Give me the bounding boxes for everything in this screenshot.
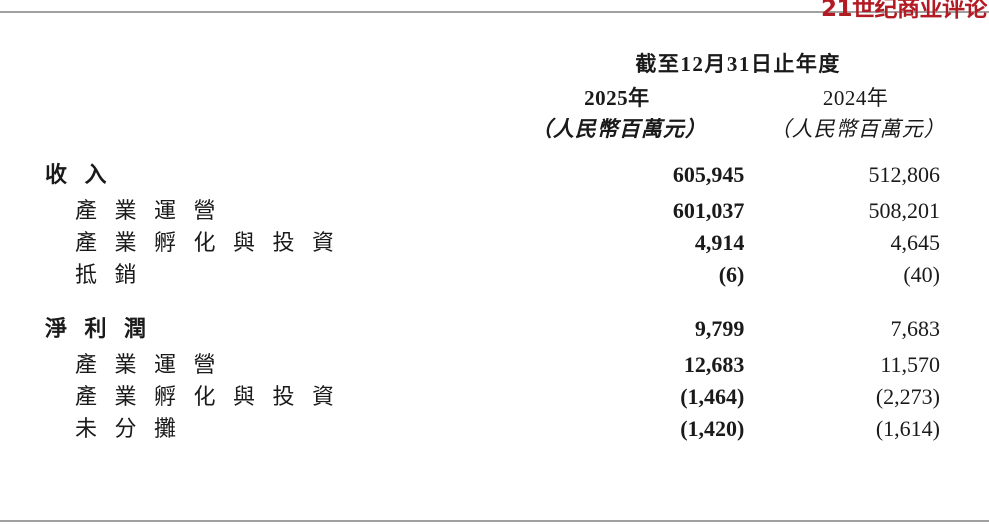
column-header-year-2024: 2024年 [822, 86, 889, 110]
net-profit-total-2025: 9,799 [694, 316, 745, 341]
header-row-years: 2025年 2024年 [0, 82, 989, 113]
segment-results-table: 截至12月31日止年度 2025年 2024年 （人民幣百萬元） （人民幣百萬元… [0, 48, 989, 443]
net-profit-incubation-investment-2024: (2,273) [875, 384, 940, 409]
top-divider-rule [0, 11, 989, 13]
column-header-year-2025: 2025年 [584, 86, 650, 110]
row-label-profit-unallocated: 未 分 攤 [75, 416, 183, 441]
header-spacer-cell-2 [0, 82, 515, 113]
table-row: 產 業 孵 化 與 投 資 (1,464) (2,273) [0, 379, 989, 411]
table-row: 產 業 孵 化 與 投 資 4,914 4,645 [0, 225, 989, 257]
table-row: 收 入 605,945 512,806 [0, 157, 989, 193]
net-profit-unallocated-2024: (1,614) [875, 416, 940, 441]
header-spacer-cell [0, 48, 515, 82]
section-title-revenue: 收 入 [45, 162, 113, 187]
header-row-period: 截至12月31日止年度 [0, 48, 989, 82]
period-header: 截至12月31日止年度 [635, 52, 841, 76]
net-profit-total-2024: 7,683 [890, 316, 941, 341]
net-profit-industrial-operations-2025: 12,683 [683, 352, 745, 377]
row-label-profit-incubation-investment: 產 業 孵 化 與 投 資 [75, 384, 341, 409]
revenue-incubation-investment-2024: 4,645 [890, 230, 941, 255]
table-row: 淨 利 潤 9,799 7,683 [0, 311, 989, 347]
header-spacer-cell-3 [0, 113, 515, 157]
column-header-unit-2025: （人民幣百萬元） [530, 117, 707, 141]
table-row: 產 業 運 營 601,037 508,201 [0, 193, 989, 225]
revenue-elimination-2024: (40) [903, 262, 940, 287]
revenue-elimination-2025: (6) [718, 262, 745, 287]
table-row: 產 業 運 營 12,683 11,570 [0, 347, 989, 379]
revenue-industrial-operations-2024: 508,201 [868, 198, 941, 223]
net-profit-unallocated-2025: (1,420) [680, 416, 745, 441]
revenue-incubation-investment-2025: 4,914 [694, 230, 745, 255]
net-profit-industrial-operations-2024: 11,570 [880, 352, 940, 377]
section-spacer [0, 289, 989, 311]
table-row: 抵 銷 (6) (40) [0, 257, 989, 289]
section-title-net-profit: 淨 利 潤 [45, 316, 153, 341]
row-label-profit-industrial-operations: 產 業 運 營 [75, 352, 222, 377]
revenue-industrial-operations-2025: 601,037 [672, 198, 745, 223]
row-label-revenue-industrial-operations: 產 業 運 營 [75, 198, 222, 223]
table-row: 未 分 攤 (1,420) (1,614) [0, 411, 989, 443]
masthead-logo-group: 21世纪商业评论 [821, 0, 987, 24]
column-header-unit-2024: （人民幣百萬元） [769, 117, 946, 141]
revenue-total-2024: 512,806 [868, 162, 941, 187]
publication-logo: 21世纪商业评论 [820, 0, 987, 22]
bottom-divider-rule [0, 520, 989, 522]
table-header: 截至12月31日止年度 2025年 2024年 （人民幣百萬元） （人民幣百萬元… [0, 48, 989, 157]
net-profit-incubation-investment-2025: (1,464) [680, 384, 745, 409]
table-body: 收 入 605,945 512,806 產 業 運 營 601,037 508,… [0, 157, 989, 443]
row-label-revenue-elimination: 抵 銷 [75, 262, 143, 287]
row-label-revenue-incubation-investment: 產 業 孵 化 與 投 資 [75, 230, 341, 255]
revenue-total-2025: 605,945 [672, 162, 745, 187]
header-row-units: （人民幣百萬元） （人民幣百萬元） [0, 113, 989, 157]
